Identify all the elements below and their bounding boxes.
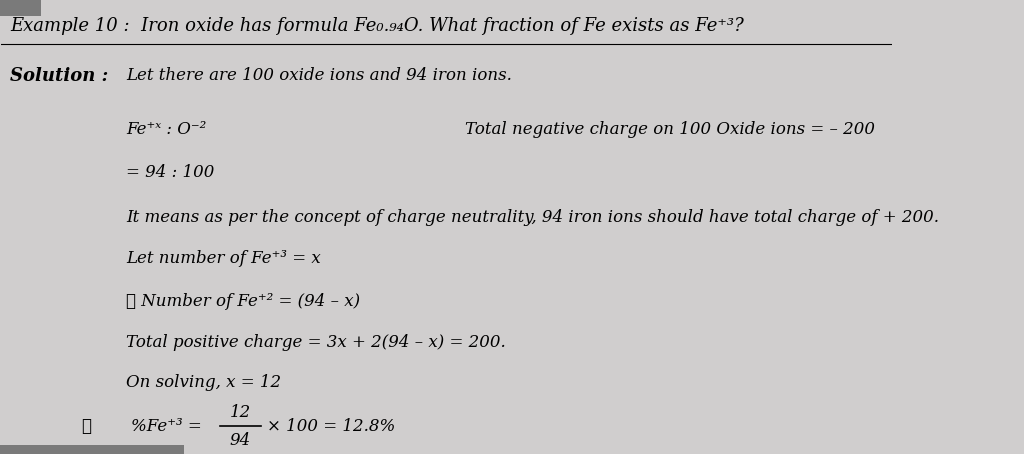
- Text: Solution :: Solution :: [10, 67, 109, 85]
- Text: = 94 : 100: = 94 : 100: [126, 164, 214, 181]
- Text: Example 10 :  Iron oxide has formula Fe₀.₉₄O. What fraction of Fe exists as Fe⁺³: Example 10 : Iron oxide has formula Fe₀.…: [10, 17, 744, 35]
- Text: 12: 12: [229, 405, 251, 421]
- Text: Let number of Fe⁺³ = x: Let number of Fe⁺³ = x: [126, 250, 321, 267]
- Text: Total positive charge = 3x + 2(94 – x) = 200.: Total positive charge = 3x + 2(94 – x) =…: [126, 334, 506, 350]
- Text: %Fe⁺³ =: %Fe⁺³ =: [130, 418, 202, 435]
- Text: Let there are 100 oxide ions and 94 iron ions.: Let there are 100 oxide ions and 94 iron…: [126, 67, 512, 84]
- Text: Total negative charge on 100 Oxide ions = – 200: Total negative charge on 100 Oxide ions …: [465, 122, 874, 138]
- Text: × 100 = 12.8%: × 100 = 12.8%: [267, 418, 395, 435]
- Text: On solving, x = 12: On solving, x = 12: [126, 374, 282, 391]
- Text: Fe⁺ˣ : O⁻²: Fe⁺ˣ : O⁻²: [126, 122, 207, 138]
- Text: 94: 94: [229, 432, 251, 449]
- Text: It means as per the concept of charge neutrality, 94 iron ions should have total: It means as per the concept of charge ne…: [126, 209, 939, 227]
- Text: ∴: ∴: [82, 418, 91, 435]
- Text: ∴ Number of Fe⁺² = (94 – x): ∴ Number of Fe⁺² = (94 – x): [126, 293, 360, 310]
